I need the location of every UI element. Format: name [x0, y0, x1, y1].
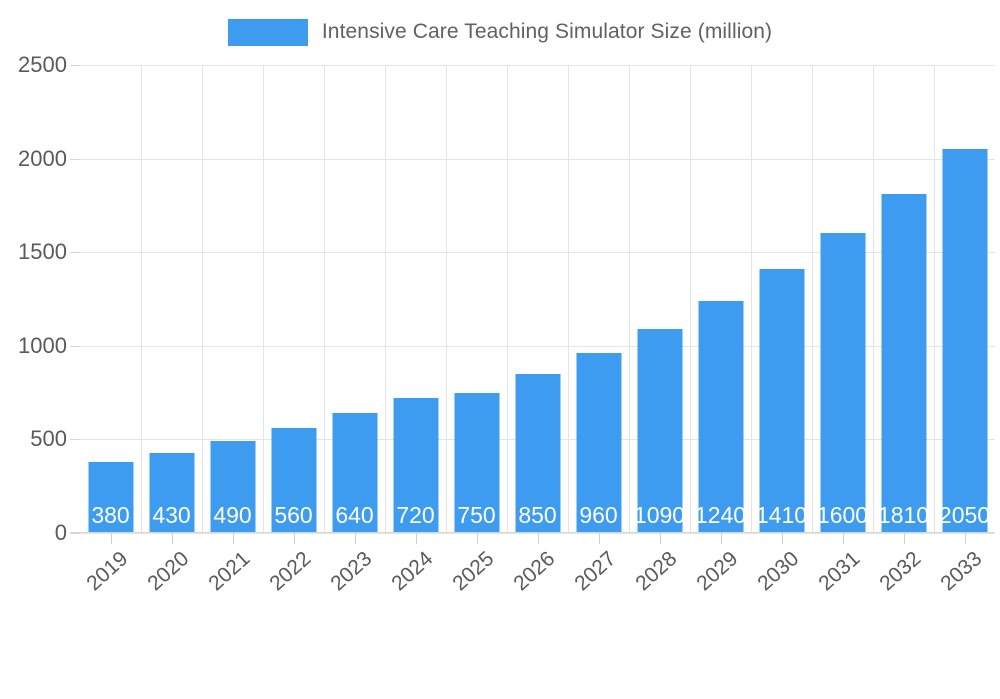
- bar-value-label: 560: [274, 502, 313, 528]
- bar-value-label: 1600: [820, 502, 865, 528]
- bar-value-label: 640: [335, 502, 374, 528]
- gridline-horizontal: [80, 345, 995, 347]
- x-axis-baseline: [70, 532, 995, 533]
- bar-slot: 720: [385, 65, 446, 533]
- gridline-vertical: [629, 65, 630, 533]
- x-axis-tick-mark: [782, 533, 783, 544]
- y-axis-tick-label: 0: [54, 520, 67, 545]
- y-axis-tick-mark: [70, 533, 80, 534]
- bar-value-label: 1240: [698, 502, 743, 528]
- y-axis-tick-label: 1000: [18, 332, 67, 358]
- bar-value-label: 750: [457, 502, 496, 528]
- bar-slot: 1810: [873, 65, 934, 533]
- gridline-horizontal: [80, 252, 995, 254]
- bar-slot: 490: [202, 65, 263, 533]
- bar[interactable]: 1810: [881, 194, 926, 533]
- bar-slot: 1410: [751, 65, 812, 533]
- x-axis-tick-mark: [477, 533, 478, 544]
- gridline-vertical: [690, 65, 691, 533]
- y-axis-tick-mark: [70, 65, 80, 66]
- x-axis-tick-mark: [965, 533, 966, 544]
- bar[interactable]: 960: [576, 353, 621, 533]
- x-axis-tick-mark: [111, 533, 112, 544]
- x-axis-tick-mark: [172, 533, 173, 544]
- y-axis-tick-mark: [70, 345, 80, 347]
- bar[interactable]: 380: [88, 461, 133, 533]
- bar-slot: 960: [568, 65, 629, 533]
- x-axis-tick-mark: [294, 533, 295, 544]
- y-axis-tick-label: 2000: [18, 145, 67, 171]
- bar-value-label: 720: [396, 502, 435, 528]
- bar-slot: 640: [324, 65, 385, 533]
- y-axis-tick-label: 2500: [18, 52, 67, 77]
- gridline-vertical: [324, 65, 325, 533]
- gridline-vertical: [507, 65, 508, 533]
- bar[interactable]: 850: [515, 373, 560, 533]
- y-axis-tick-label: 1500: [18, 239, 67, 265]
- bar-value-label: 1810: [881, 502, 926, 528]
- x-axis: 2019 2020 2021 2022 2023 2024 2025 2026 2027 2028…: [80, 533, 995, 600]
- gridline-vertical: [446, 65, 447, 533]
- bar[interactable]: 490: [210, 441, 255, 533]
- bar[interactable]: 640: [332, 413, 377, 533]
- bar[interactable]: 1410: [759, 269, 804, 533]
- chart-legend: Intensive Care Teaching Simulator Size (…: [0, 12, 1000, 52]
- bar[interactable]: 1240: [698, 300, 743, 533]
- x-axis-tick-mark: [660, 533, 661, 544]
- bar-value-label: 380: [91, 502, 130, 528]
- x-axis-tick-mark: [233, 533, 234, 544]
- bar[interactable]: 560: [271, 428, 316, 533]
- gridline-horizontal: [80, 533, 995, 534]
- bar-value-label: 2050: [942, 502, 987, 528]
- x-axis-tick-mark: [721, 533, 722, 544]
- y-axis-tick-label: 500: [30, 426, 67, 452]
- x-axis-tick-mark: [538, 533, 539, 544]
- bar-value-label: 960: [579, 502, 618, 528]
- bar-slot: 850: [507, 65, 568, 533]
- bar[interactable]: 2050: [942, 149, 987, 533]
- bar-value-label: 490: [213, 502, 252, 528]
- y-axis-tick-mark: [70, 158, 80, 160]
- gridline-vertical: [202, 65, 203, 533]
- bar-slot: 750: [446, 65, 507, 533]
- legend-item-label: Intensive Care Teaching Simulator Size (…: [321, 20, 773, 43]
- bar-slot: 560: [263, 65, 324, 533]
- gridline-vertical: [568, 65, 569, 533]
- bar[interactable]: 430: [149, 452, 194, 533]
- bar-slot: 1090: [629, 65, 690, 533]
- bar[interactable]: 1600: [820, 233, 865, 533]
- gridline-horizontal: [80, 65, 995, 66]
- legend-swatch-icon: [227, 18, 308, 46]
- bar-value-label: 1410: [759, 502, 804, 528]
- gridline-vertical: [141, 65, 142, 533]
- gridline-vertical: [751, 65, 752, 533]
- x-axis-tick-mark: [599, 533, 600, 544]
- bar-slot: 380: [80, 65, 141, 533]
- x-axis-tick-mark: [904, 533, 905, 544]
- gridline-horizontal: [80, 158, 995, 160]
- x-axis-tick-mark: [355, 533, 356, 544]
- bar-slot: 2050: [934, 65, 995, 533]
- bar-slot: 430: [141, 65, 202, 533]
- y-axis-tick-mark: [70, 439, 80, 441]
- bar-slot: 1240: [690, 65, 751, 533]
- bar-value-label: 430: [152, 502, 191, 528]
- legend-item-intensive-care-teaching-simulator-size[interactable]: Intensive Care Teaching Simulator Size (…: [227, 18, 773, 46]
- gridline-vertical: [263, 65, 264, 533]
- bar[interactable]: 1090: [637, 328, 682, 533]
- bar[interactable]: 720: [393, 398, 438, 533]
- y-axis-tick-mark: [70, 252, 80, 254]
- x-axis-tick-mark: [843, 533, 844, 544]
- gridline-vertical: [934, 65, 935, 533]
- gridline-vertical: [385, 65, 386, 533]
- bar-value-label: 850: [518, 502, 557, 528]
- bar-chart: Intensive Care Teaching Simulator Size (…: [0, 12, 1000, 600]
- gridline-vertical: [812, 65, 813, 533]
- bar-slot: 1600: [812, 65, 873, 533]
- bar-value-label: 1090: [637, 502, 682, 528]
- bar[interactable]: 750: [454, 392, 499, 533]
- plot-area: 0 500 1000 1500 2000 2500 380 430 490 560 640 720 7…: [18, 52, 995, 545]
- x-axis-tick-mark: [416, 533, 417, 544]
- gridline-vertical: [873, 65, 874, 533]
